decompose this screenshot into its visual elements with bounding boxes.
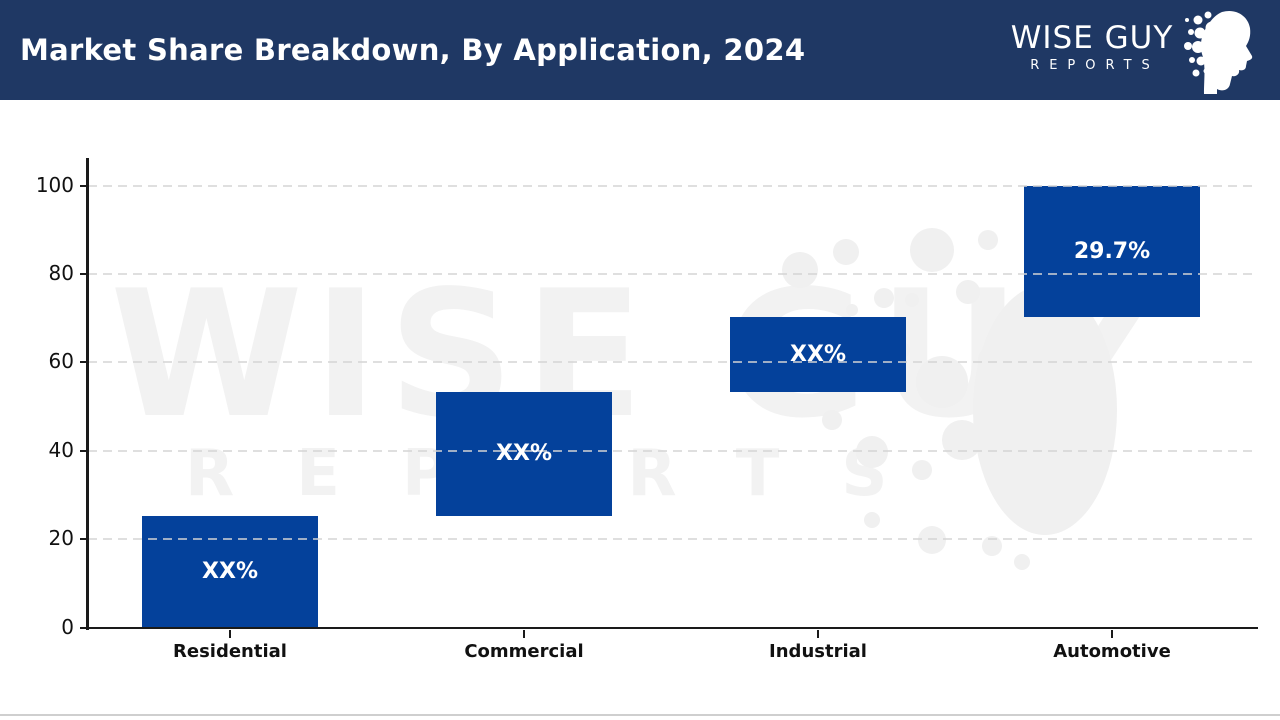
gridline-80 (88, 273, 1258, 276)
bar-industrial (730, 316, 906, 393)
logo-wordmark: WISE GUY (1010, 20, 1174, 56)
y-tick-label: 20 (48, 526, 74, 551)
gridline-100 (88, 184, 1258, 187)
chart-title: Market Share Breakdown, By Application, … (20, 33, 806, 67)
x-category-label-residential: Residential (173, 641, 287, 662)
y-tick-label: 60 (48, 349, 74, 374)
footer-divider (0, 714, 1280, 716)
x-category-label-commercial: Commercial (464, 641, 584, 662)
y-tick-mark (80, 449, 88, 452)
y-tick-label: 80 (48, 261, 74, 286)
x-tick-mark (817, 629, 819, 638)
x-tick-mark (523, 629, 525, 638)
gridline-40 (88, 449, 1258, 452)
y-tick-label: 40 (48, 437, 74, 462)
gridline-20 (88, 538, 1258, 541)
y-tick-label: 0 (61, 614, 74, 639)
x-category-label-industrial: Industrial (769, 641, 867, 662)
gridline-60 (88, 361, 1258, 364)
bar-value-label: XX% (496, 441, 552, 467)
x-category-label-automotive: Automotive (1053, 641, 1171, 662)
x-tick-mark (229, 629, 231, 638)
bar-residential (142, 515, 318, 628)
y-tick-mark (80, 361, 88, 364)
header-bar: Market Share Breakdown, By Application, … (0, 0, 1280, 100)
y-tick-mark (80, 538, 88, 541)
bar-value-label: 29.7% (1073, 238, 1151, 264)
wise-guy-reports-logo: WISE GUY REPORTS (992, 6, 1262, 94)
y-tick-mark (80, 273, 88, 276)
y-tick-mark (80, 626, 88, 629)
bar-commercial (436, 392, 612, 516)
x-axis-line (86, 626, 1258, 629)
bar-value-label: XX% (790, 341, 846, 367)
bar-automotive (1024, 185, 1200, 317)
logo-subtitle: REPORTS (1030, 58, 1160, 73)
y-axis-line (86, 158, 89, 630)
y-tick-mark (80, 184, 88, 187)
x-tick-mark (1111, 629, 1113, 638)
logo-text: WISE GUY REPORTS (992, 20, 1192, 73)
logo-head-icon (1184, 11, 1253, 94)
y-tick-label: 100 (35, 172, 74, 197)
bar-value-label: XX% (202, 559, 258, 585)
